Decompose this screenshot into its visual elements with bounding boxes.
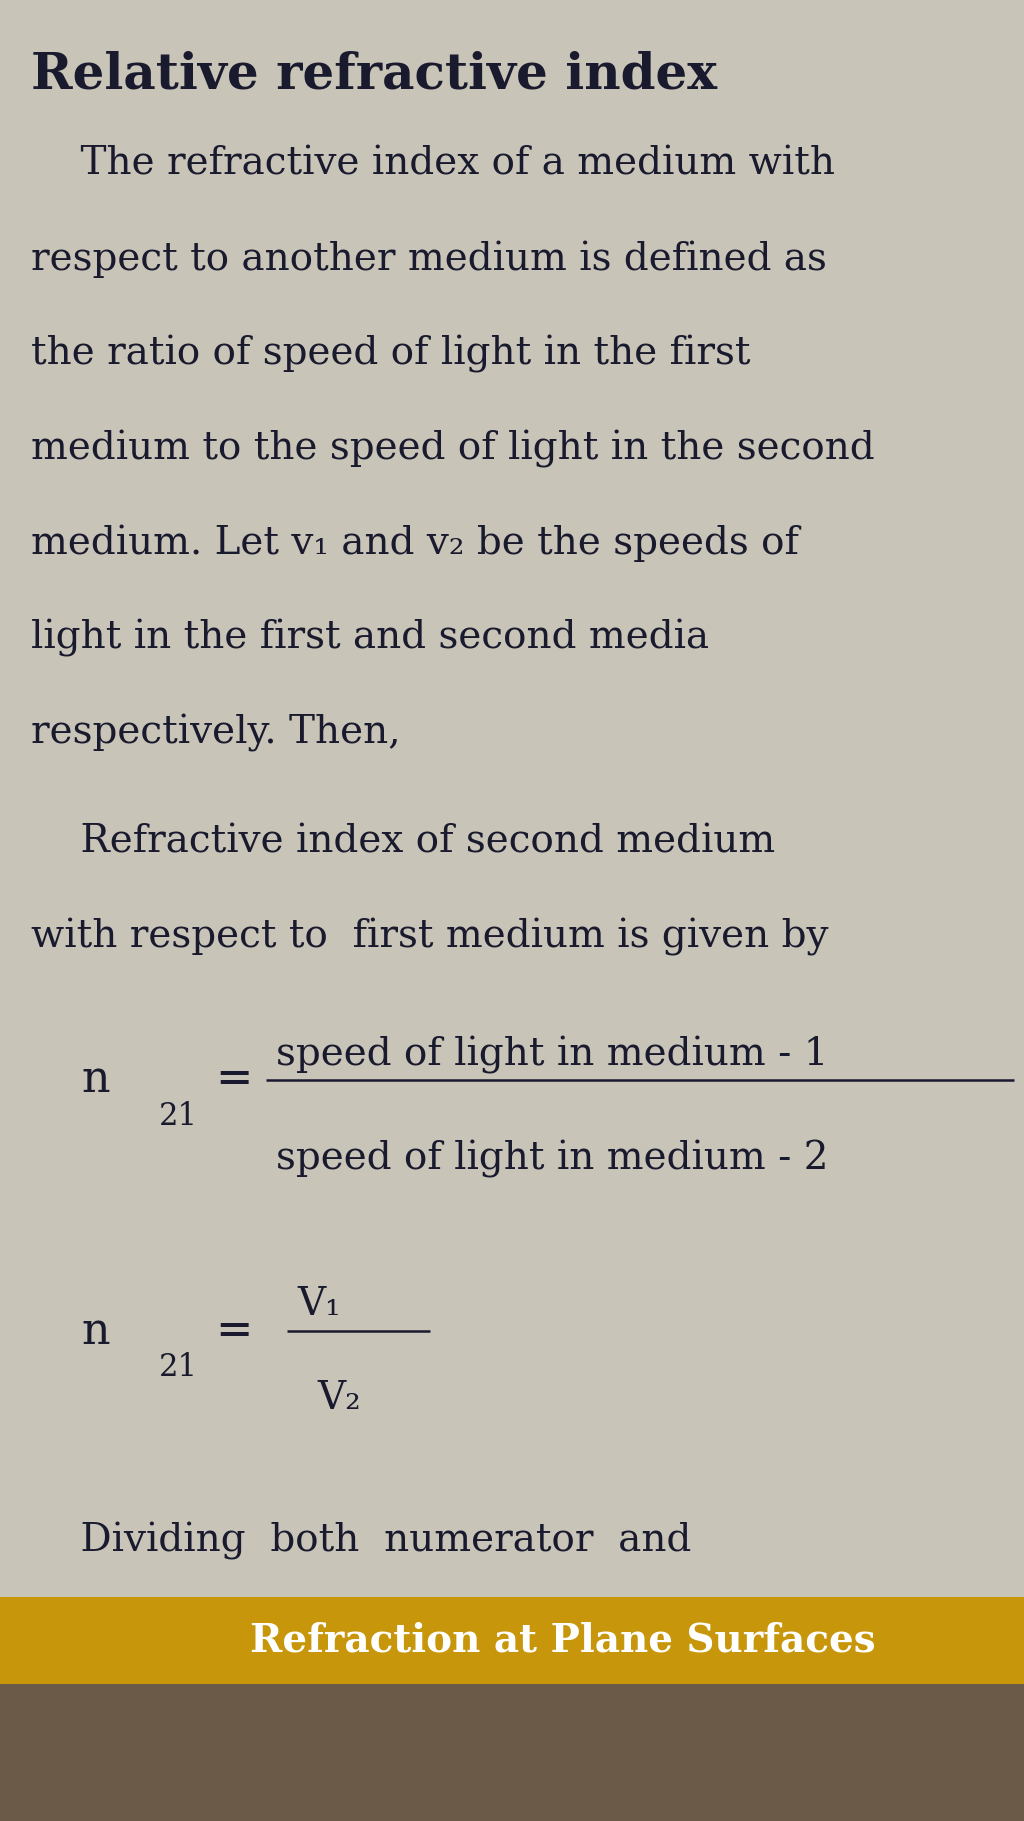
Text: with respect to  first medium is given by: with respect to first medium is given by — [31, 918, 828, 956]
Text: Dividing  both  numerator  and: Dividing both numerator and — [31, 1522, 691, 1561]
Text: Relative refractive index: Relative refractive index — [31, 51, 717, 100]
FancyBboxPatch shape — [0, 1684, 1024, 1821]
Text: n: n — [82, 1309, 111, 1353]
Text: V₁: V₁ — [297, 1286, 341, 1322]
FancyBboxPatch shape — [0, 1597, 1024, 1684]
Text: respect to another medium is defined as: respect to another medium is defined as — [31, 240, 826, 279]
Text: =: = — [215, 1058, 252, 1102]
Text: medium to the speed of light in the second: medium to the speed of light in the seco… — [31, 430, 874, 468]
Text: 21: 21 — [159, 1351, 198, 1384]
Text: the ratio of speed of light in the first: the ratio of speed of light in the first — [31, 335, 751, 373]
Text: respectively. Then,: respectively. Then, — [31, 714, 400, 752]
Text: V₂: V₂ — [317, 1380, 361, 1417]
Text: Refractive index of second medium: Refractive index of second medium — [31, 823, 775, 860]
Text: medium. Let v₁ and v₂ be the speeds of: medium. Let v₁ and v₂ be the speeds of — [31, 524, 799, 563]
Text: 21: 21 — [159, 1100, 198, 1133]
Text: speed of light in medium - 1: speed of light in medium - 1 — [276, 1036, 828, 1074]
Text: speed of light in medium - 2: speed of light in medium - 2 — [276, 1140, 829, 1178]
Text: =: = — [215, 1309, 252, 1353]
Text: n: n — [82, 1058, 111, 1102]
Text: light in the first and second media: light in the first and second media — [31, 619, 709, 657]
Text: The refractive index of a medium with: The refractive index of a medium with — [31, 146, 835, 182]
Text: denominator by c we get: denominator by c we get — [31, 1617, 520, 1655]
Text: Refraction at Plane Surfaces: Refraction at Plane Surfaces — [251, 1623, 876, 1659]
